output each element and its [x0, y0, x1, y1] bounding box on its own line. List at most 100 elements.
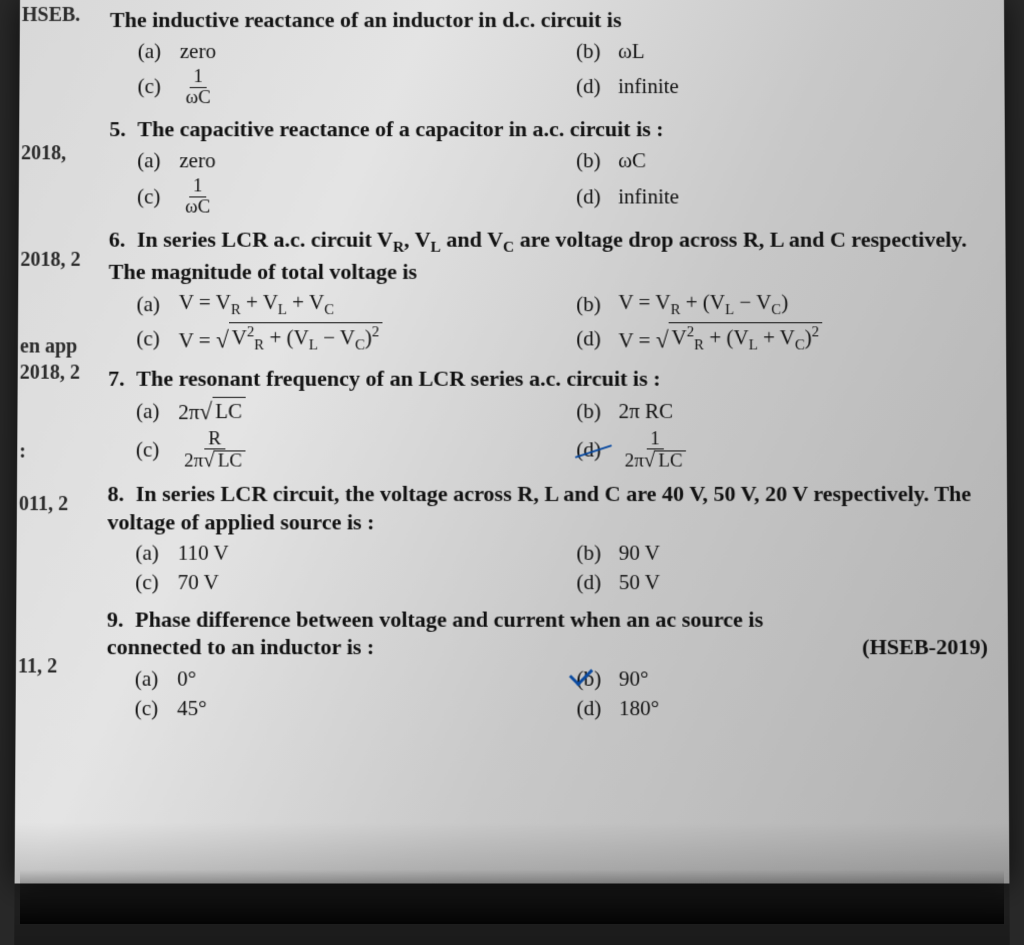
sub: L [309, 338, 318, 354]
q5-number: 5. [109, 116, 137, 144]
option-label: (d) [576, 74, 610, 101]
margin-label-2018a: 2018, [21, 142, 66, 165]
q5-c-num: 1 [189, 177, 207, 198]
txt: ) [365, 326, 372, 350]
q7-b-text: 2π RC [619, 398, 674, 426]
option-label-struck: (d) [576, 436, 610, 464]
txt: + V [241, 290, 278, 314]
question-9: 9.Phase difference between voltage and c… [106, 603, 988, 723]
sqrt-icon: √V2R + (VL + VC)2 [656, 323, 823, 357]
txt: V = V [618, 290, 670, 314]
q9-c-text: 45° [177, 695, 207, 723]
q9-stem: 9.Phase difference between voltage and c… [107, 603, 988, 665]
question-6: 6.In series LCR a.c. circuit VR, VL and … [108, 224, 986, 357]
option-label: (a) [136, 398, 170, 426]
q7-option-a: (a) 2π√LC [136, 396, 546, 427]
q9-number: 9. [107, 605, 135, 633]
txt: + (V [264, 326, 309, 350]
option-label: (c) [135, 695, 169, 723]
sqrt-icon: √LC [199, 396, 245, 426]
q8-option-b: (b)90 V [576, 540, 987, 568]
textbook-page: HSEB. 2018, 2018, 2 en app 2018, 2 : 011… [15, 0, 1010, 883]
q6-a-expr: V = VR + VL + VC [179, 289, 334, 321]
q9-year-tag: (HSEB-2019) [862, 633, 988, 661]
option-label: (b) [576, 147, 610, 174]
q7-a-expr: 2π√LC [178, 396, 245, 427]
radical-symbol: √ [644, 450, 656, 472]
txt: V = [179, 328, 216, 352]
q7-d-den: 2π√LC [621, 450, 690, 472]
q4-c-fraction: 1 ωC [180, 67, 217, 108]
q7-option-d: (d) 1 2π√LC [576, 429, 986, 472]
question-content: The inductive reactance of an inductor i… [106, 4, 988, 723]
q5-c-fraction: 1 ωC [179, 177, 216, 218]
q8-d-text: 50 V [619, 569, 660, 597]
q8-b-text: 90 V [619, 540, 660, 568]
q8-stem-text: In series LCR circuit, the voltage acros… [107, 481, 971, 534]
q4-option-d: (d) infinite [576, 67, 985, 108]
option-label: (d) [576, 569, 610, 597]
q6-d-expr: V = √V2R + (VL + VC)2 [618, 323, 822, 357]
q4-option-b: (b)ωL [576, 38, 984, 65]
sub-r: R [393, 239, 404, 256]
q6-stem: 6.In series LCR a.c. circuit VR, VL and … [109, 224, 986, 290]
q5-stem-text: The capacitive reactance of a capacitor … [137, 117, 663, 142]
sub: C [324, 302, 334, 318]
q9-a-text: 0° [177, 665, 196, 693]
option-label: (a) [138, 38, 172, 65]
option-label: (d) [576, 183, 610, 210]
sub-l: L [431, 239, 441, 256]
txt: 2π [184, 451, 203, 472]
txt: − V [734, 290, 771, 314]
q4-c-den: ωC [182, 88, 215, 108]
q9-stem-text: Phase difference between voltage and cur… [107, 606, 764, 659]
q7-option-c: (c) R 2π√LC [136, 429, 546, 472]
q6-number: 6. [109, 226, 137, 254]
q5-a-text: zero [179, 147, 215, 174]
q7-stem-text: The resonant frequency of an LCR series … [136, 365, 660, 390]
option-label: (a) [135, 540, 169, 568]
sub: L [749, 338, 758, 354]
q8-options: (a)110 V (b)90 V (c)70 V (d)50 V [135, 540, 987, 597]
q4-option-c: (c) 1 ωC [137, 67, 546, 108]
option-label: (d) [577, 695, 611, 723]
q9-options: (a)0° (b)90° (c)45° (d)180° [135, 665, 989, 723]
radicand: LC [212, 397, 245, 426]
q7-d-fraction: 1 2π√LC [619, 429, 692, 472]
sqrt-icon: √V2R + (VL − VC)2 [216, 323, 383, 357]
q4-stem: The inductive reactance of an inductor i… [110, 4, 984, 38]
q7-option-b: (b)2π RC [576, 396, 986, 427]
q7-options: (a) 2π√LC (b)2π RC (c) R 2π√LC (d) 1 2π√… [136, 396, 987, 472]
sub: R [671, 302, 681, 318]
q6-b-expr: V = VR + (VL − VC) [618, 289, 788, 321]
q4-option-a: (a) zero [138, 38, 546, 65]
sub-c: C [503, 239, 514, 256]
txt: 2π [178, 400, 199, 424]
txt: V [671, 326, 686, 350]
q6-options: (a) V = VR + VL + VC (b) V = VR + (VL − … [136, 289, 986, 356]
option-label: (c) [136, 436, 170, 464]
q6-option-a: (a) V = VR + VL + VC [137, 289, 547, 321]
radical-symbol: √ [656, 324, 669, 354]
q6-s3: and V [441, 227, 503, 252]
q6-c-expr: V = √V2R + (VL − VC)2 [179, 323, 383, 357]
q4-d-text: infinite [618, 74, 679, 101]
q8-a-text: 110 V [178, 540, 229, 568]
q7-d-num: 1 [646, 429, 664, 450]
question-7: 7.The resonant frequency of an LCR serie… [108, 362, 987, 472]
txt: ) [781, 290, 788, 314]
sub: R [254, 338, 264, 354]
q9-stem-wrap: 9.Phase difference between voltage and c… [107, 605, 842, 661]
q4-a-text: zero [180, 38, 216, 65]
option-label: (b) [576, 291, 610, 319]
radicand: V2R + (VL + VC)2 [668, 323, 822, 357]
q6-option-c: (c) V = √V2R + (VL − VC)2 [136, 323, 546, 357]
q7-number: 7. [108, 364, 136, 392]
option-label: (c) [137, 183, 171, 210]
question-5: 5.The capacitive reactance of a capacito… [109, 114, 985, 218]
question-4: The inductive reactance of an inductor i… [109, 4, 984, 108]
option-label: (c) [135, 569, 169, 597]
margin-label-colon: : [19, 440, 26, 463]
left-margin-annotations: HSEB. 2018, 2018, 2 en app 2018, 2 : 011… [15, 0, 105, 883]
q9-option-a: (a)0° [135, 665, 547, 693]
